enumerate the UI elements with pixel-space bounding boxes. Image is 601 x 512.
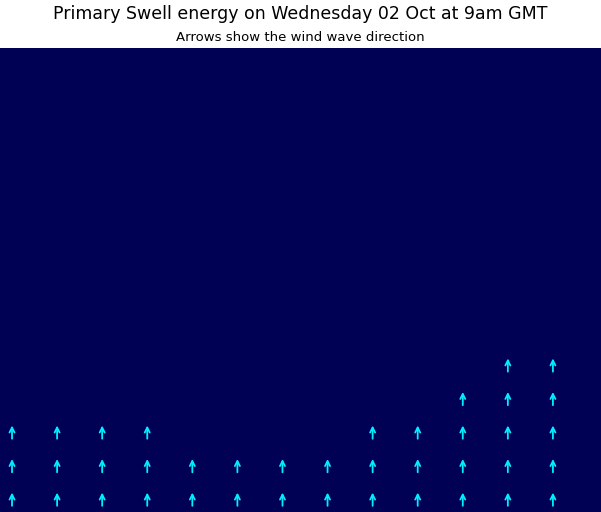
Text: Arrows show the wind wave direction: Arrows show the wind wave direction: [176, 31, 425, 44]
Text: Primary Swell energy on Wednesday 02 Oct at 9am GMT: Primary Swell energy on Wednesday 02 Oct…: [53, 5, 548, 23]
